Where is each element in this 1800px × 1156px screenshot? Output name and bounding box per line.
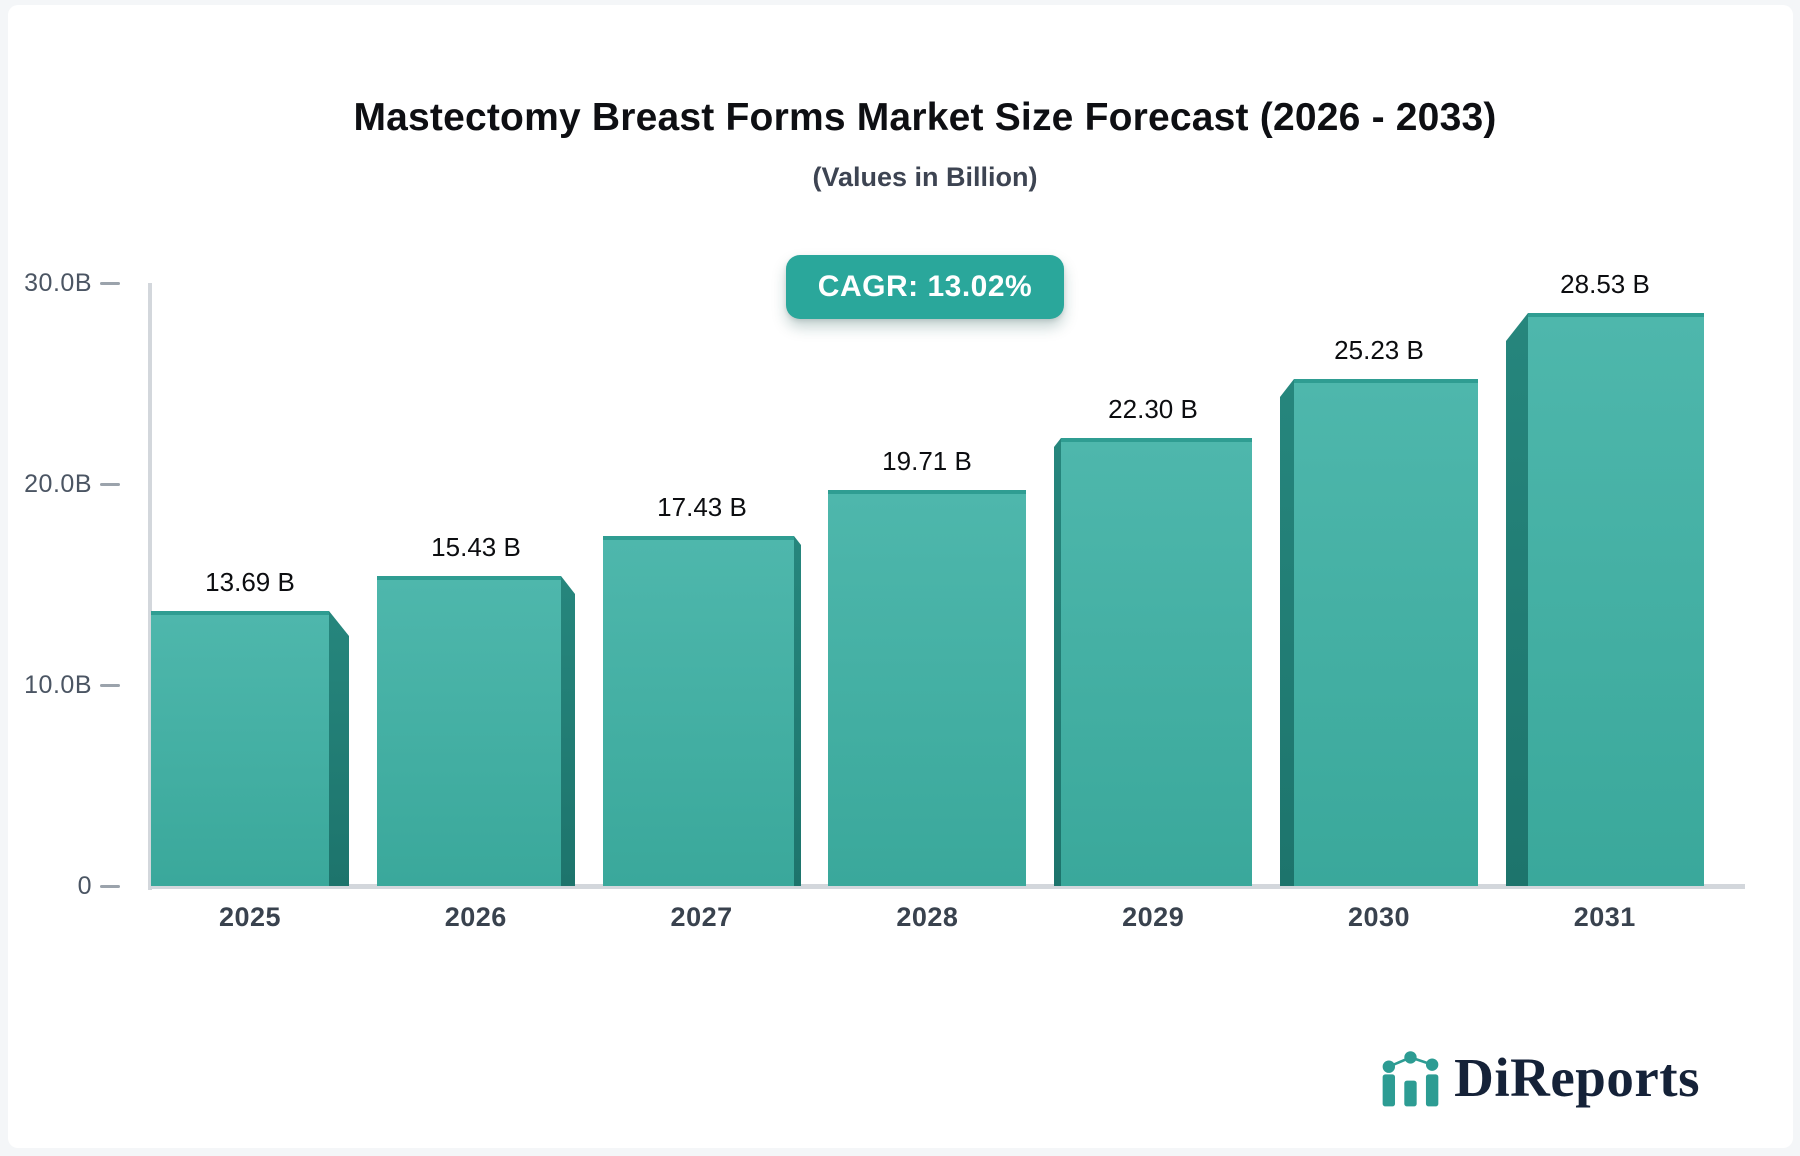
y-axis-tick-label: 0 [77,872,92,900]
cagr-badge: CAGR: 13.02% [785,255,1065,319]
mini-bar-chart-icon [1382,1051,1439,1107]
bar-face [603,536,794,886]
bar-2025[interactable] [151,611,349,886]
page-title: Mastectomy Breast Forms Market Size Fore… [353,96,1497,139]
bar-face [1528,313,1704,886]
bar-face [151,611,329,886]
bar-3d-side [1054,438,1061,886]
y-axis-line [148,283,152,890]
bar-face [1294,379,1478,886]
y-axis-tick-mark [100,282,120,285]
x-axis-category-label: 2026 [444,902,507,932]
y-axis-tick-mark [100,885,120,888]
y-axis-tick-mark [100,483,120,486]
bar-2028[interactable] [828,490,1026,886]
x-axis-category-label: 2027 [670,902,733,932]
x-axis-category-label: 2029 [1122,902,1185,932]
y-axis-tick-mark [100,684,120,687]
bar-3d-side [794,536,801,886]
x-axis-category-label: 2031 [1573,902,1636,932]
bar-2029[interactable] [1054,438,1252,886]
y-axis-tick-label: 30.0B [24,269,92,297]
bar-face [1061,438,1252,886]
bar-2027[interactable] [603,536,801,886]
x-axis-category-label: 2025 [218,902,282,932]
x-axis-category-label: 2028 [896,902,959,932]
bar-3d-side [1506,313,1528,886]
bar-2031[interactable] [1506,313,1704,886]
bar-value-label: 25.23 B [1334,335,1424,365]
bar-2030[interactable] [1280,379,1478,886]
bar-value-label: 19.71 B [882,446,972,476]
x-axis-line [148,884,1745,889]
bar-2026[interactable] [377,576,575,886]
page-subtitle: (Values in Billion) [812,162,1038,192]
bar-3d-side [329,611,349,886]
bar-face [828,490,1026,886]
logo-text: DiReports [1454,1046,1700,1108]
bar-face [377,576,561,886]
bar-3d-side [1280,379,1294,886]
direports-logo: DiReports [1378,1044,1700,1110]
bar-value-label: 28.53 B [1560,269,1650,299]
bar-3d-side [561,576,575,886]
cagr-badge-wrap: CAGR: 13.02% [50,255,1800,319]
bar-value-label: 22.30 B [1108,394,1198,424]
y-axis-tick-label: 10.0B [24,671,92,699]
bar-value-label: 13.69 B [205,567,295,597]
bar-value-label: 17.43 B [657,492,747,522]
x-axis-category-label: 2030 [1347,902,1411,932]
y-axis-tick-label: 20.0B [24,470,92,498]
bar-value-label: 15.43 B [431,532,521,562]
